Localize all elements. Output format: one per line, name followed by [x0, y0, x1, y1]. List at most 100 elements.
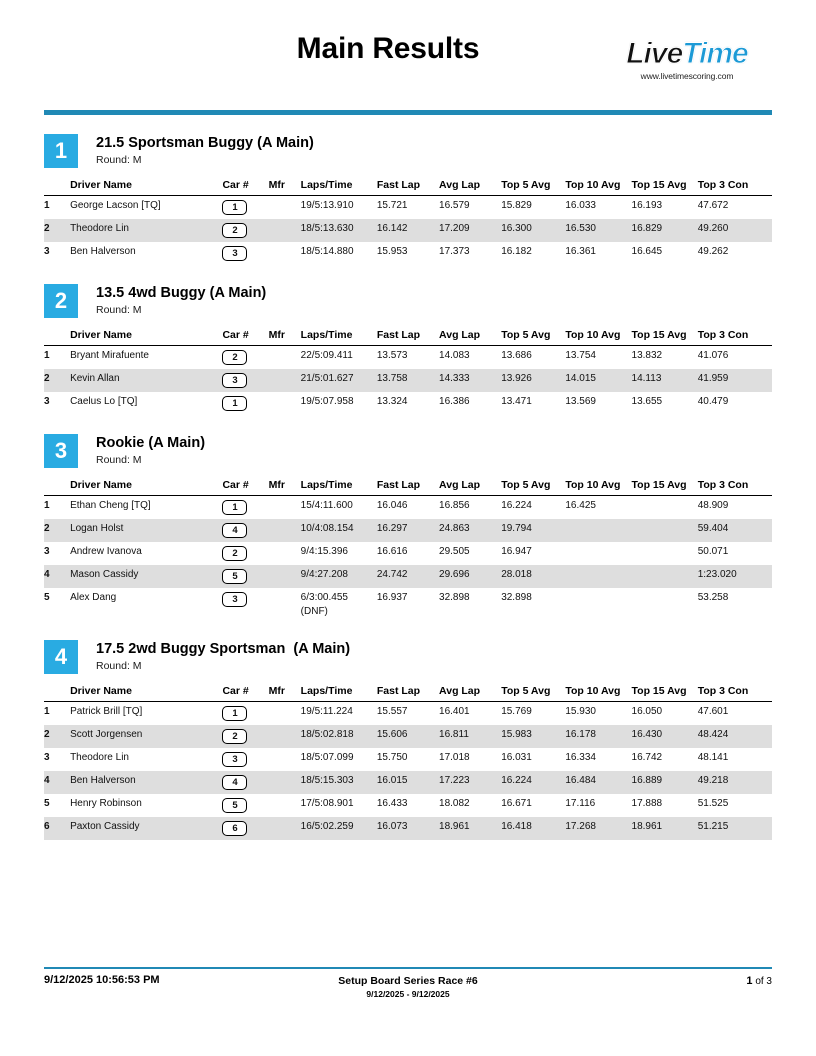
mfr-cell — [268, 219, 301, 242]
laps-time-value: 18/5:02.818 — [300, 729, 354, 740]
top3con-cell: 47.672 — [697, 200, 729, 211]
table-row: 3 Ben Halverson 3 18/5:14.880 15.953 17.373 16… — [44, 242, 772, 265]
top3con-cell: 48.909 — [697, 500, 729, 511]
column-header: Mfr — [268, 329, 301, 346]
column-header — [44, 329, 71, 346]
column-header: Laps/Time — [300, 479, 377, 496]
footer-event-name: Setup Board Series Race #6 — [338, 975, 478, 987]
fast-cell: 13.758 — [376, 369, 440, 392]
avg-cell: 32.898 — [439, 592, 470, 603]
laps-time-value: 18/5:13.630 — [300, 223, 354, 234]
top3con-cell: 48.424 — [697, 725, 772, 748]
car-number-badge: 3 — [222, 752, 248, 767]
car-number-badge: 1 — [222, 396, 248, 411]
top3con-cell: 59.404 — [697, 519, 772, 542]
section-title-block: 21.5 Sportsman Buggy (A Main) Round: M — [96, 134, 314, 168]
car-number-badge: 5 — [222, 569, 248, 584]
top3con-cell: 49.218 — [697, 771, 772, 794]
avg-cell: 16.811 — [439, 725, 502, 748]
table-header-row: Driver Name Car # Mfr Laps/Time Fast Lap Avg … — [44, 479, 772, 496]
laps-time-value: 19/5:11.224 — [300, 706, 353, 717]
top10-cell — [565, 542, 631, 565]
column-header: Top 10 Avg — [565, 479, 632, 496]
avg-cell: 14.333 — [439, 369, 502, 392]
column-header: Car # — [222, 479, 269, 496]
avg-cell: 16.856 — [439, 500, 470, 511]
section-number-badge: 1 — [44, 134, 78, 168]
column-header: Car # — [222, 179, 269, 196]
laps-time-value: 18/5:15.303 — [300, 775, 354, 786]
results-table: Driver Name Car # Mfr Laps/Time Fast Lap Avg … — [44, 179, 772, 265]
fast-cell: 16.046 — [376, 500, 408, 511]
car-number-badge: 5 — [222, 798, 248, 813]
car-number-cell: 1 — [222, 392, 268, 415]
car-number-cell: 1 — [222, 196, 268, 220]
laps-time-value: 6/3:00.455 — [300, 592, 348, 603]
laps-time-cell: 6/3:00.455 (DNF) — [301, 588, 377, 621]
top15-cell: 17.888 — [631, 798, 663, 809]
driver-cell: Mason Cassidy — [70, 565, 223, 588]
avg-cell: 18.082 — [439, 798, 470, 809]
mfr-cell — [268, 725, 301, 748]
top5-cell: 16.671 — [501, 798, 532, 809]
table-row: 3 Caelus Lo [TQ] 1 19/5:07.958 13.324 16.386 1… — [44, 392, 772, 415]
driver-cell: Patrick Brill [TQ] — [70, 706, 143, 717]
section-number-badge: 4 — [44, 640, 78, 674]
driver-cell: Scott Jorgensen — [70, 725, 223, 748]
table-row: 6 Paxton Cassidy 6 16/5:02.259 16.073 18.961 1… — [44, 817, 772, 840]
fast-cell: 15.750 — [376, 752, 408, 763]
driver-cell: Alex Dang — [70, 592, 117, 603]
car-number-badge: 1 — [222, 200, 248, 215]
driver-cell: Henry Robinson — [70, 798, 142, 809]
top5-cell: 16.182 — [501, 246, 532, 257]
section-number-badge: 2 — [44, 284, 78, 318]
car-number-badge: 2 — [222, 223, 248, 238]
top10-cell: 17.268 — [565, 817, 632, 840]
driver-cell: Theodore Lin — [70, 752, 129, 763]
table-row: 2 Scott Jorgensen 2 18/5:02.818 15.606 16.811… — [44, 725, 772, 748]
driver-cell: Logan Holst — [70, 519, 223, 542]
footer-page-total: of 3 — [755, 976, 772, 987]
laps-time-value: 15/4:11.600 — [300, 500, 353, 511]
avg-cell: 14.083 — [439, 350, 470, 361]
mfr-cell — [269, 392, 301, 415]
car-number-cell: 5 — [222, 565, 269, 588]
car-number-cell: 5 — [222, 794, 268, 817]
column-header — [44, 685, 71, 702]
top15-cell — [631, 519, 698, 542]
column-header: Car # — [222, 329, 269, 346]
top15-cell — [632, 496, 698, 520]
section-header: 1 21.5 Sportsman Buggy (A Main) Round: M — [44, 134, 772, 168]
car-number-cell: 4 — [222, 519, 269, 542]
laps-time-cell: 21/5:01.627 — [300, 369, 377, 392]
column-header: Mfr — [268, 685, 301, 702]
top15-cell: 16.742 — [631, 752, 663, 763]
car-number-badge: 2 — [222, 546, 248, 561]
finish-position: 1 — [44, 500, 50, 511]
mfr-cell — [268, 369, 301, 392]
driver-cell: Ben Halverson — [70, 246, 136, 257]
page-footer: 9/12/2025 10:56:53 PM Setup Board Series… — [44, 967, 772, 1001]
top5-cell: 15.983 — [501, 725, 566, 748]
top3con-cell: 53.258 — [697, 592, 729, 603]
fast-cell: 16.937 — [376, 592, 408, 603]
column-header: Top 15 Avg — [631, 179, 698, 196]
finish-position: 3 — [44, 396, 50, 407]
finish-position: 2 — [44, 369, 71, 392]
top3con-cell: 41.076 — [697, 350, 729, 361]
car-number-cell: 1 — [222, 496, 268, 520]
section-class-title: 13.5 4wd Buggy (A Main) — [96, 285, 267, 301]
section-class-title: Rookie (A Main) — [96, 435, 206, 451]
column-header: Fast Lap — [376, 685, 440, 702]
top3con-cell: 47.601 — [697, 706, 729, 717]
section-header: 3 Rookie (A Main) Round: M — [44, 434, 772, 468]
fast-cell: 16.297 — [376, 519, 440, 542]
top10-cell: 15.930 — [565, 706, 596, 717]
results-table: Driver Name Car # Mfr Laps/Time Fast Lap Avg … — [44, 479, 772, 621]
footer-timestamp: 9/12/2025 10:56:53 PM — [44, 974, 160, 986]
car-number-badge: 4 — [222, 523, 248, 538]
top5-cell: 16.031 — [501, 752, 532, 763]
top15-cell: 16.889 — [631, 771, 698, 794]
top5-cell: 13.926 — [501, 369, 566, 392]
